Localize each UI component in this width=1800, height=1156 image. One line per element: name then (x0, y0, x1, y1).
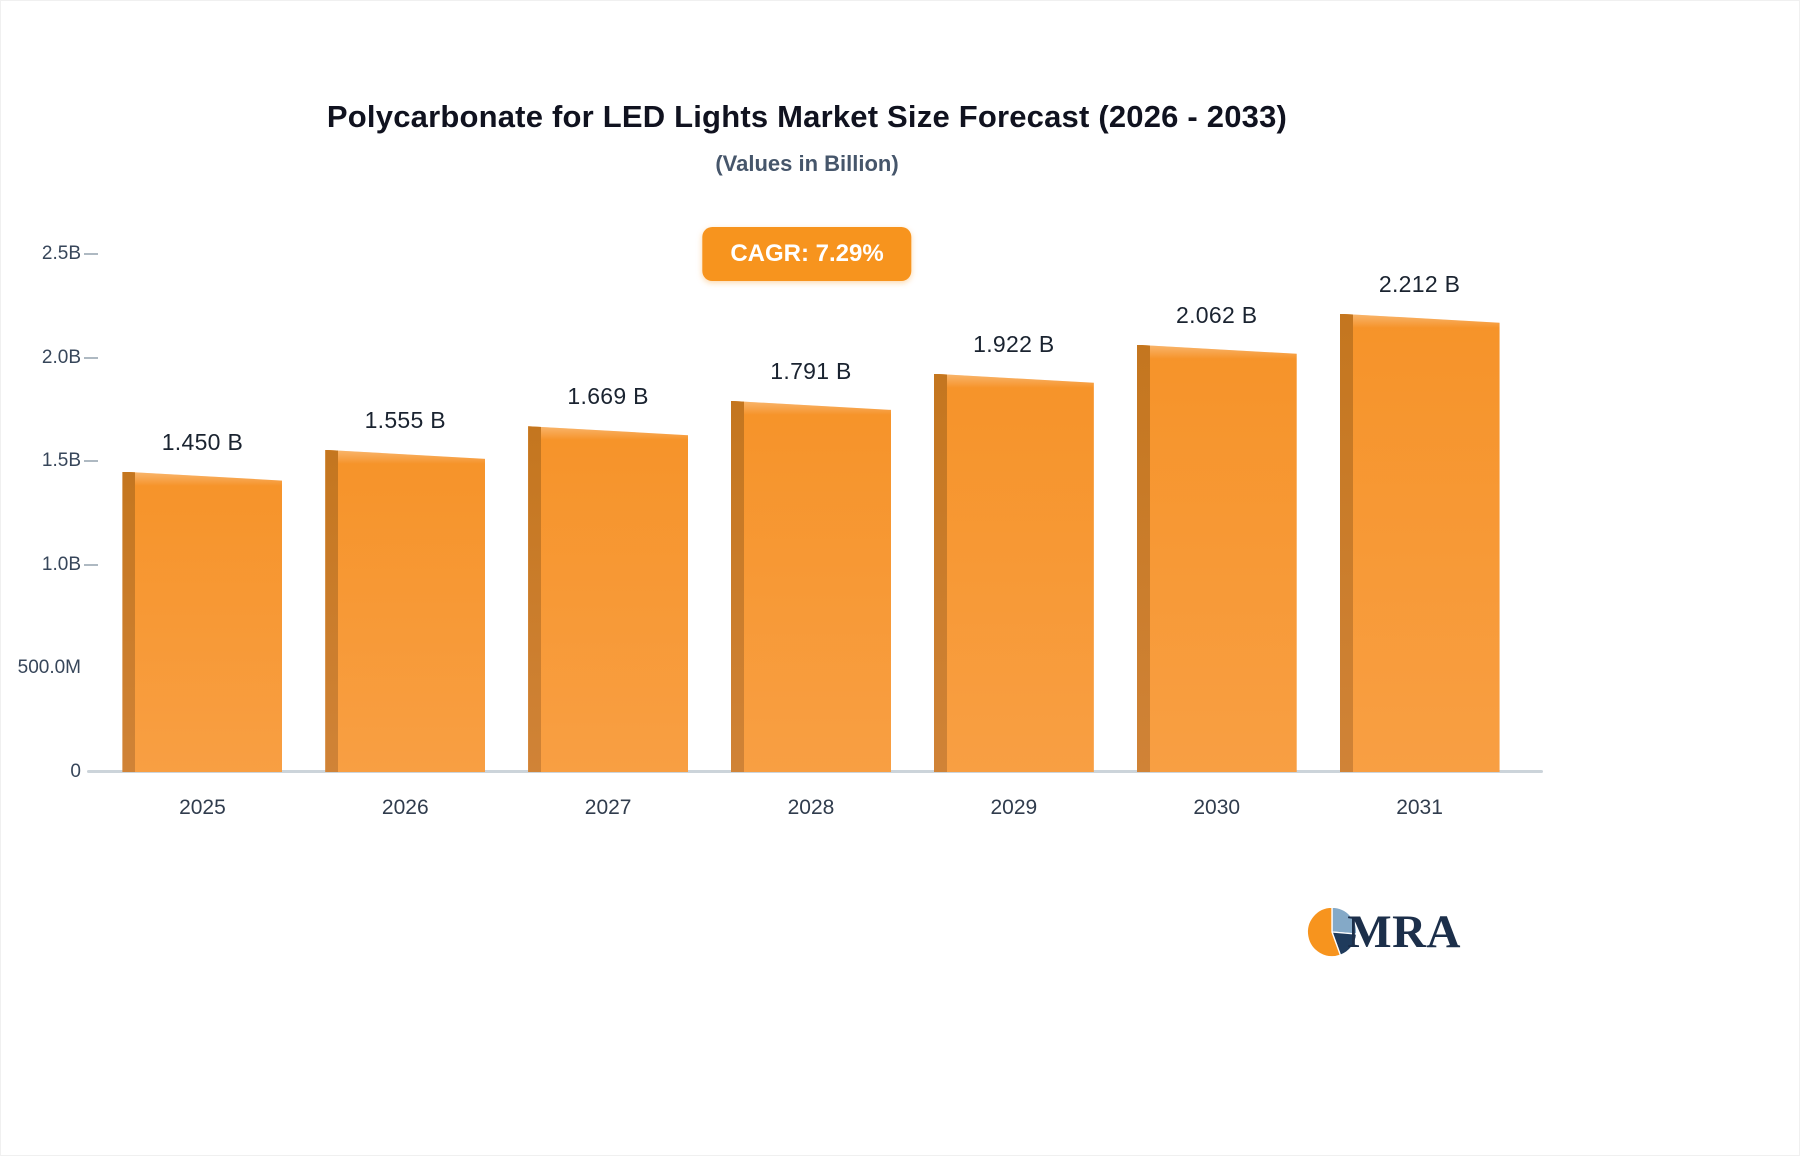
y-tick-dash (84, 563, 98, 566)
bar-value-label: 2.212 B (1378, 270, 1461, 297)
y-tick-dash (84, 460, 98, 463)
bar-value-label: 1.791 B (770, 357, 852, 384)
y-tick-label: 500.0M (17, 657, 81, 679)
bar-top-face (1149, 344, 1297, 359)
bar-side-face (731, 400, 744, 772)
bar-side-face (933, 373, 947, 772)
bar (325, 449, 486, 772)
x-tick-label: 2029 (990, 796, 1038, 819)
bar-value-label: 1.669 B (567, 383, 649, 410)
y-tick-label: 1.0B (41, 553, 81, 575)
bar-value-label: 2.062 B (1176, 301, 1258, 328)
bar (1136, 344, 1297, 772)
bar-top-face (135, 471, 283, 486)
bar (528, 426, 689, 772)
chart-title: Polycarbonate for LED Lights Market Size… (326, 99, 1288, 134)
bar (731, 400, 891, 772)
bar-top-face (541, 426, 689, 441)
bar-value-label: 1.555 B (364, 406, 446, 433)
bar-top-face (744, 400, 891, 415)
bar-side-face (1136, 344, 1150, 772)
y-tick-label: 1.5B (41, 450, 81, 472)
bar-top-face (946, 373, 1094, 388)
cagr-badge: CAGR: 7.29% (702, 227, 912, 281)
bar-side-face (1339, 313, 1353, 772)
logo-pie-icon (1306, 906, 1358, 958)
x-tick-label: 2027 (584, 796, 632, 819)
bar (1339, 313, 1500, 772)
pie-slice-light-blue (1331, 906, 1358, 935)
bar-top-face (338, 449, 486, 464)
y-tick-dash (84, 356, 98, 359)
x-tick-label: 2031 (1396, 796, 1443, 819)
bar-side-face (528, 426, 542, 772)
logo-text: MRA (1347, 906, 1461, 958)
plot-area: 0 500.0M 1.0B 1.5B 2.0B 2.5B 1.450 B 2025 1.555 … (18, 243, 1543, 819)
bar-side-face (122, 471, 136, 772)
y-tick-label: 2.5B (41, 243, 81, 264)
x-tick-label: 2025 (179, 796, 226, 819)
logo: MRA (1305, 905, 1461, 959)
bar-side-face (325, 449, 339, 772)
chart-subtitle: (Values in Billion) (715, 151, 899, 176)
bar (122, 471, 283, 772)
y-tick-label: 0 (70, 761, 81, 782)
bar-value-label: 1.450 B (161, 428, 244, 455)
bar-value-label: 1.922 B (973, 330, 1055, 357)
x-tick-label: 2026 (381, 796, 429, 819)
y-tick-label: 2.0B (41, 346, 81, 368)
x-tick-label: 2028 (787, 796, 835, 819)
y-tick-dash (84, 253, 98, 255)
x-tick-label: 2030 (1193, 796, 1241, 819)
bar-top-face (1352, 313, 1500, 328)
bar (933, 373, 1094, 772)
pie-slice-orange (1306, 906, 1342, 958)
